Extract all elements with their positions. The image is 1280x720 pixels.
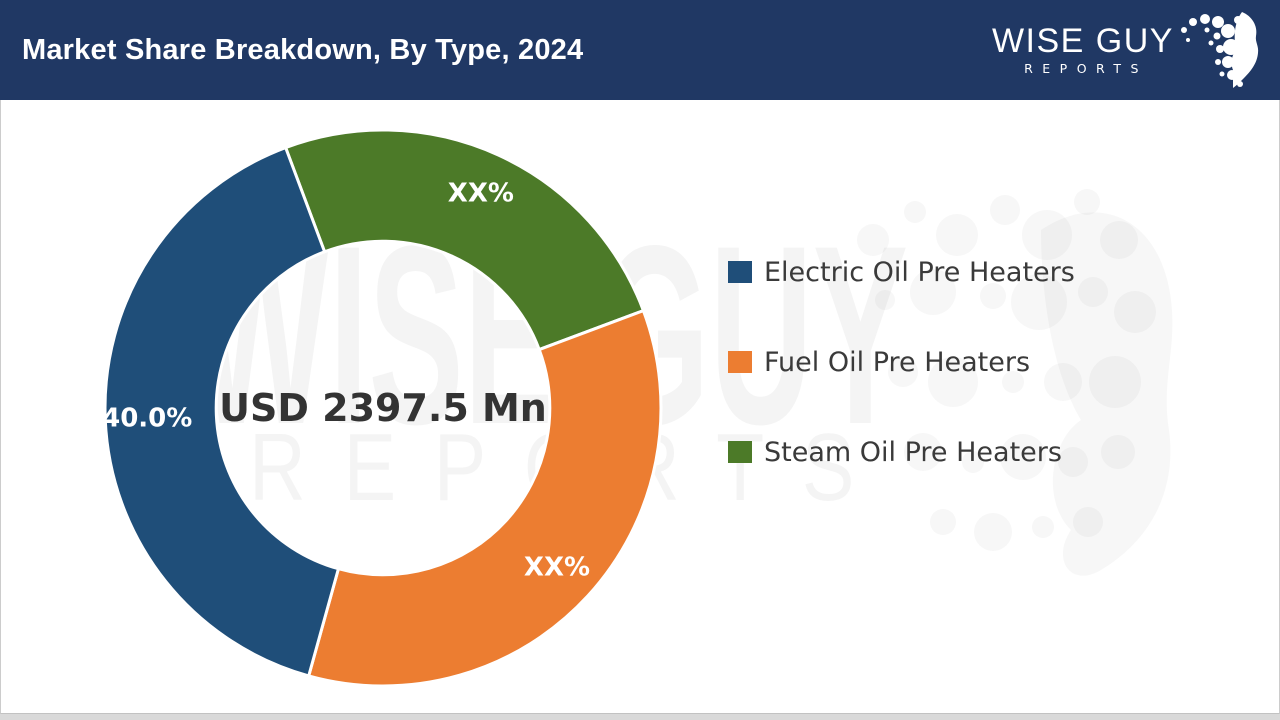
slice-label: XX% xyxy=(524,552,590,582)
logo-subtext: REPORTS xyxy=(1024,61,1148,77)
donut-slice-fuel-oil-pre-heaters xyxy=(307,309,663,688)
logo-wordmark: WISE GUY xyxy=(991,22,1174,61)
donut-slice-steam-oil-pre-heaters xyxy=(284,128,645,352)
legend-item-electric: Electric Oil Pre Heaters xyxy=(728,256,1075,288)
donut-slice-electric-oil-pre-heaters xyxy=(103,146,340,678)
legend-item-fuel: Fuel Oil Pre Heaters xyxy=(728,346,1075,378)
legend-label: Steam Oil Pre Heaters xyxy=(764,436,1062,468)
legend-swatch-steam xyxy=(728,441,752,463)
bottom-strip xyxy=(0,714,1280,720)
logo-face-icon xyxy=(1181,12,1259,88)
logo-text: WISE GUY REPORTS xyxy=(992,24,1174,76)
wiseguy-logo: WISE GUY REPORTS xyxy=(992,10,1262,90)
legend-swatch-fuel xyxy=(728,351,752,373)
header-bar: Market Share Breakdown, By Type, 2024 WI… xyxy=(0,0,1280,100)
chart-legend: Electric Oil Pre Heaters Fuel Oil Pre He… xyxy=(728,259,1075,529)
slice-label: XX% xyxy=(448,178,514,208)
page-title: Market Share Breakdown, By Type, 2024 xyxy=(22,33,584,66)
legend-swatch-electric xyxy=(728,261,752,283)
donut-chart: XX% XX% 40.0% USD 2397.5 Mn xyxy=(102,128,663,688)
legend-label: Electric Oil Pre Heaters xyxy=(764,256,1075,288)
slice-label: 40.0% xyxy=(102,403,192,433)
donut-center-value: USD 2397.5 Mn xyxy=(219,386,547,430)
chart-area: WISE GUY REPORTS XX%XX%40.0% USD 2397.5 … xyxy=(0,100,1280,714)
legend-label: Fuel Oil Pre Heaters xyxy=(764,346,1031,378)
legend-item-steam: Steam Oil Pre Heaters xyxy=(728,436,1075,468)
